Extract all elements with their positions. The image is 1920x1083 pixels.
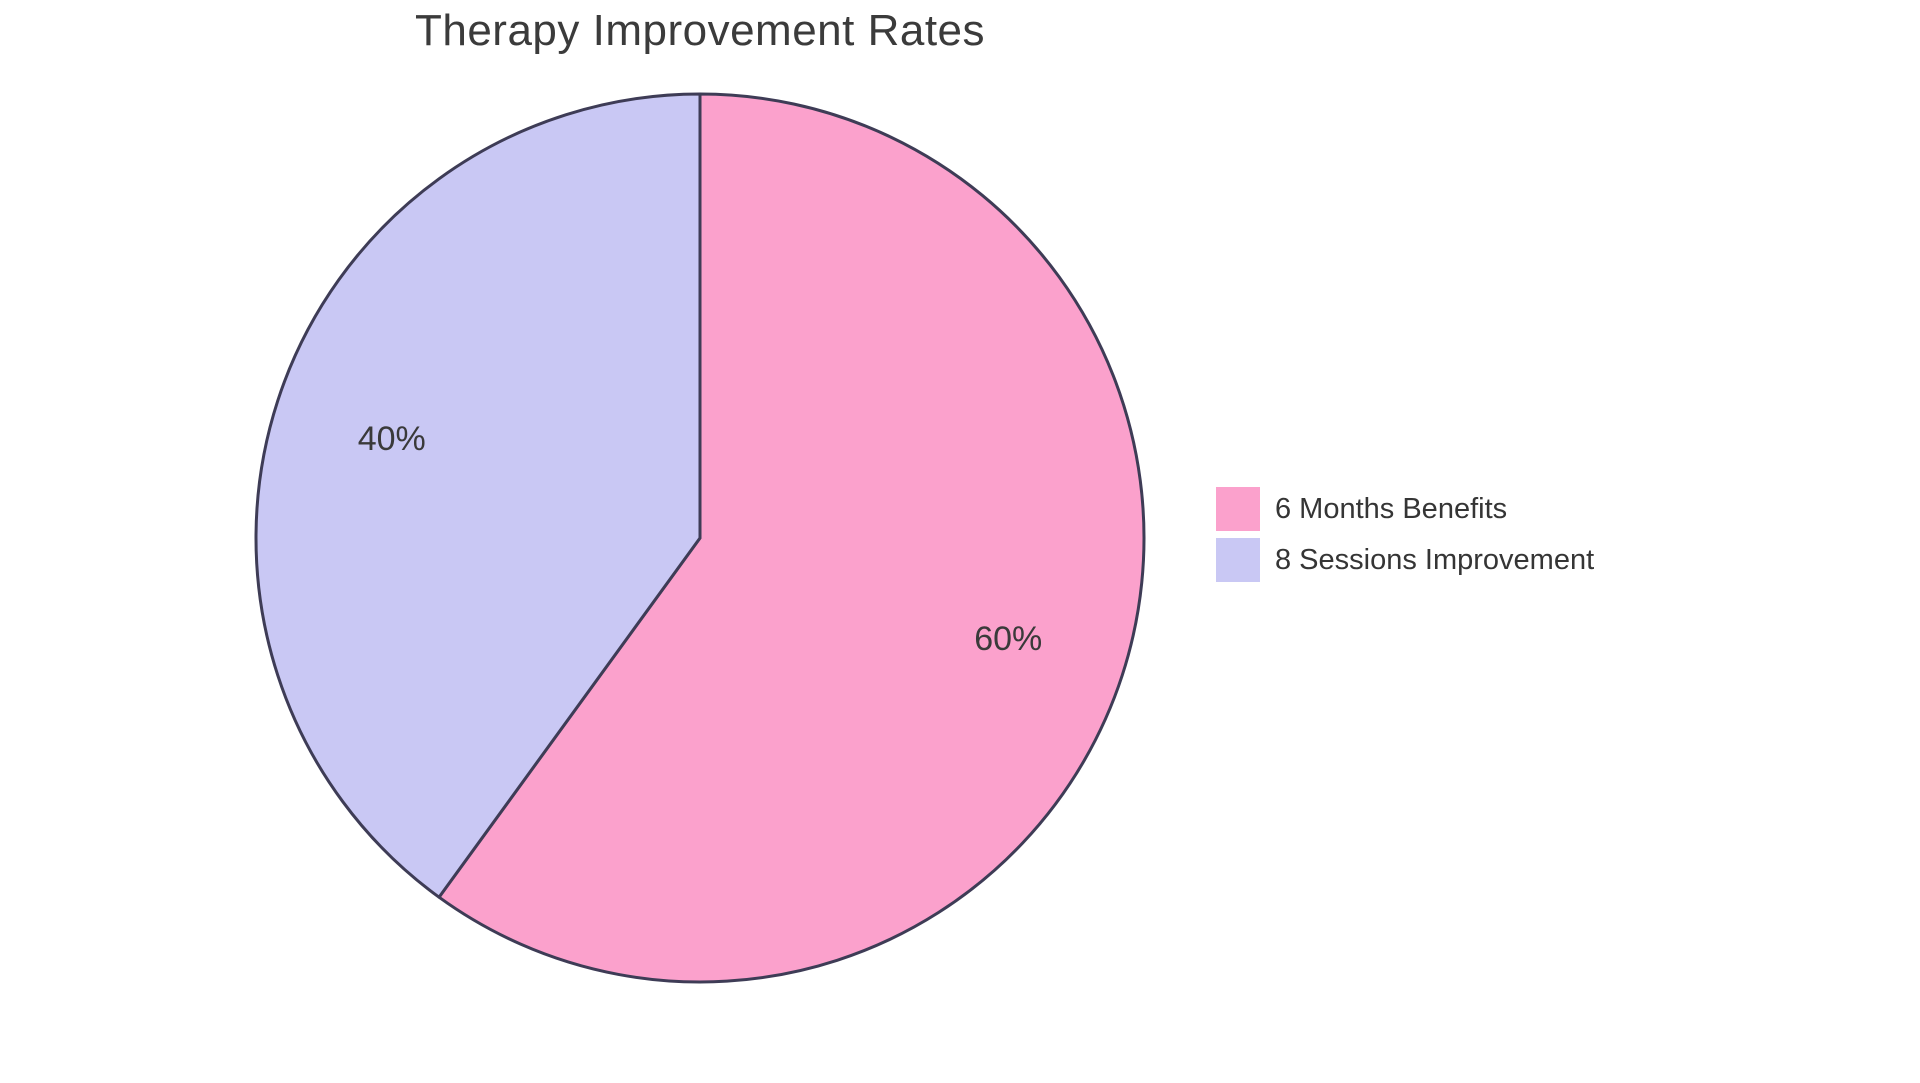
- pie-slice-pct-label-1: 40%: [358, 420, 426, 458]
- legend-swatch-icon: [1216, 487, 1260, 531]
- pie-slice-0: [437, 92, 1146, 984]
- pie-slice-pct-label-0: 60%: [974, 620, 1042, 658]
- pie-labels-group: 60% 40%: [358, 420, 1043, 658]
- legend-label: 6 Months Benefits: [1275, 492, 1508, 525]
- legend-item-0: 6 Months Benefits: [1216, 487, 1594, 531]
- legend: 6 Months Benefits 8 Sessions Improvement: [1216, 487, 1594, 589]
- legend-swatch-icon: [1216, 538, 1260, 582]
- pie-slices-group: [254, 92, 1146, 984]
- chart-title: Therapy Improvement Rates: [414, 6, 986, 55]
- legend-label: 8 Sessions Improvement: [1275, 543, 1595, 576]
- pie-slice-1: [254, 92, 702, 899]
- legend-item-1: 8 Sessions Improvement: [1216, 538, 1594, 582]
